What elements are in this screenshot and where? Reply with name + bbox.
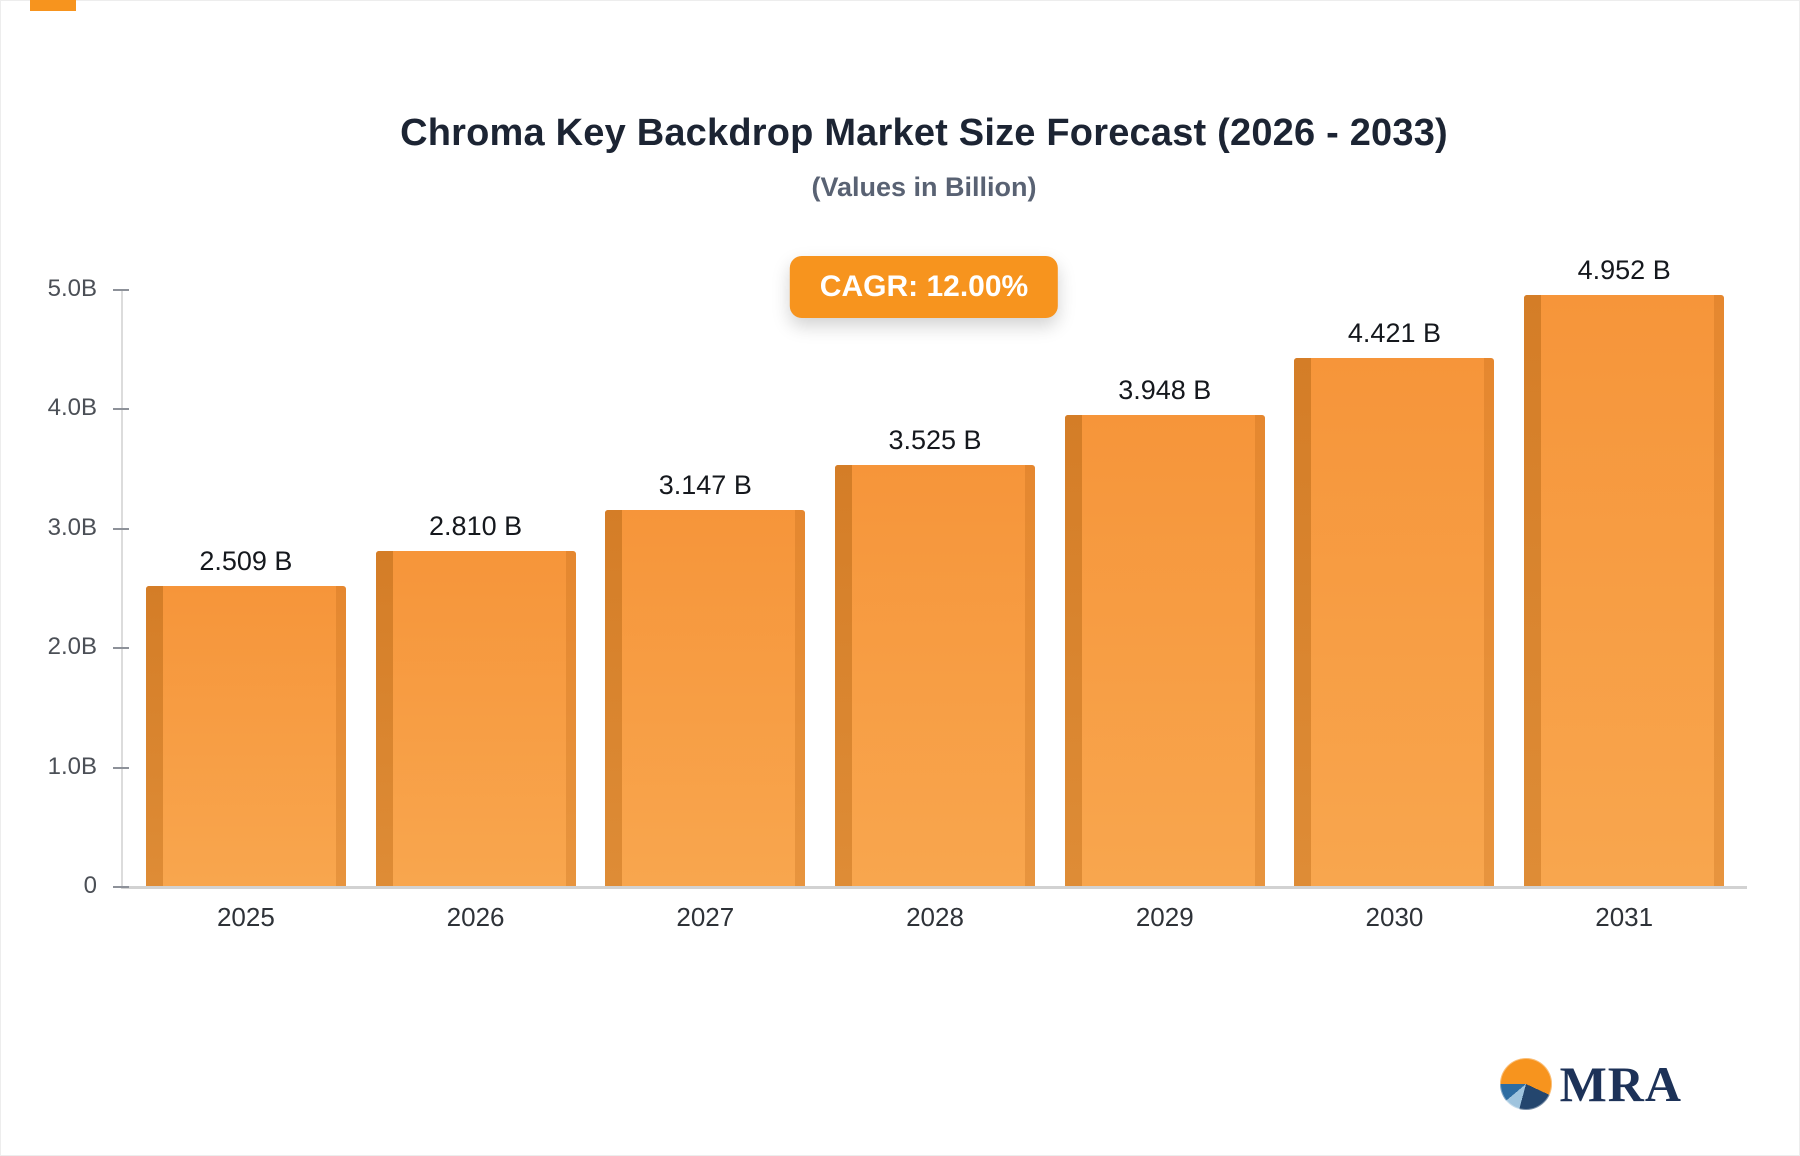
bar-shade-right: [1254, 414, 1265, 886]
x-axis-label: 2028: [906, 902, 964, 932]
bar-value-label: 4.952 B: [1577, 254, 1671, 285]
x-axis-labels: 2025 2026 2027 2028 2029 2030 2031: [123, 902, 1747, 933]
bar-shade-right: [795, 510, 806, 886]
x-axis-label: 2025: [216, 902, 275, 932]
bar: [835, 465, 1036, 886]
bar: [1524, 294, 1725, 886]
bar: [145, 586, 346, 886]
y-tick-mark: [113, 886, 129, 888]
y-tick-label: 0: [1, 872, 129, 900]
bar: [375, 550, 576, 886]
bar-value-label: 4.421 B: [1347, 318, 1441, 349]
bar-value-label: 3.948 B: [1118, 374, 1212, 405]
y-tick-mark: [113, 408, 129, 411]
brand-logo-text: MRA: [1559, 1056, 1682, 1112]
bar: [1294, 358, 1495, 886]
x-axis-label: 2031: [1595, 902, 1654, 932]
bar-shade-left: [1524, 294, 1542, 886]
chart-subtitle: (Values in Billion): [811, 172, 1037, 202]
bar-shade-left: [605, 510, 623, 886]
x-axis-label: 2029: [1135, 902, 1194, 932]
y-tick-mark: [113, 289, 129, 291]
bar-value-label: 2.509 B: [199, 546, 293, 577]
bar-group: 2.509 B: [131, 546, 361, 886]
bar-group: 4.421 B: [1280, 318, 1510, 886]
bar-value-label: 3.525 B: [888, 425, 982, 456]
y-tick-mark: [113, 766, 129, 769]
y-tick-label: 2.0B: [1, 633, 129, 661]
top-left-accent: [30, 0, 76, 11]
y-tick-label: 4.0B: [1, 394, 129, 422]
bar-group: 3.948 B: [1050, 375, 1280, 886]
y-tick-label: 3.0B: [1, 514, 129, 542]
bar-value-label: 2.810 B: [429, 510, 523, 541]
plot-area: 0 1.0B 2.0B 3.0B 4.0B 5.0B 2.509 B 2.810 B 3.14…: [48, 255, 1747, 932]
y-tick-label: 5.0B: [1, 275, 129, 303]
x-axis-label: 2030: [1365, 902, 1424, 932]
bar-shade-left: [145, 586, 163, 886]
bar-shade-left: [1294, 358, 1312, 886]
brand-logo: MRA: [1499, 1056, 1682, 1112]
pie-logo-icon: [1499, 1058, 1552, 1110]
bar-group: 3.525 B: [820, 425, 1050, 886]
bar-group: 2.810 B: [361, 510, 591, 886]
bar-shade-left: [1064, 414, 1082, 886]
bar-shade-right: [1714, 294, 1725, 886]
y-tick-label: 1.0B: [1, 753, 129, 781]
bar-shade-left: [375, 550, 393, 886]
bar-shade-right: [1025, 465, 1036, 886]
y-tick-mark: [113, 647, 129, 650]
bar: [1064, 414, 1265, 886]
x-axis-label: 2026: [446, 902, 505, 932]
cagr-badge: CAGR: 12.00%: [789, 256, 1059, 318]
bar-shade-left: [835, 465, 853, 886]
bars-container: 2.509 B 2.810 B 3.147 B 3.525 B 3.948 B 4.421…: [123, 255, 1747, 886]
bar-shade-right: [335, 586, 346, 886]
y-tick-mark: [113, 527, 129, 530]
bar: [605, 510, 806, 886]
bar-shade-right: [1484, 358, 1495, 886]
bar-value-label: 3.147 B: [658, 470, 752, 501]
bar-shade-right: [565, 550, 576, 886]
chart-title: Chroma Key Backdrop Market Size Forecast…: [400, 112, 1448, 154]
x-axis-label: 2027: [676, 902, 735, 932]
bar-group: 3.147 B: [590, 470, 820, 886]
bar-group: 4.952 B: [1509, 255, 1739, 886]
